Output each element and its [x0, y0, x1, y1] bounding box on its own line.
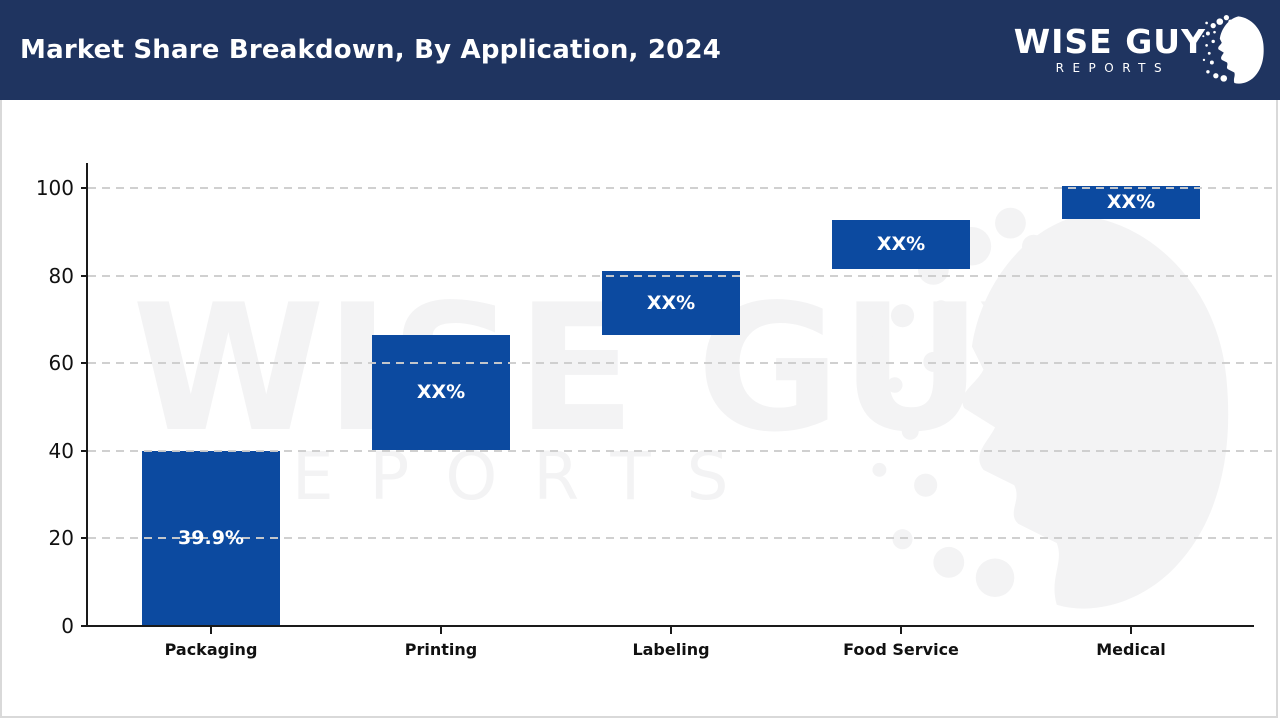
- x-category-label-printing: Printing: [404, 640, 478, 659]
- y-axis-tick-label: 40: [48, 438, 74, 463]
- gridline-80: [88, 274, 1274, 277]
- x-axis-tick: [440, 627, 442, 634]
- y-axis-tick: [81, 274, 88, 277]
- gridline-100: [88, 187, 1274, 189]
- x-category-label-medical: Medical: [1096, 640, 1166, 659]
- y-axis-tick: [81, 449, 88, 452]
- wise-guy-reports-logo: WISE GUY REPORTS: [1014, 8, 1266, 92]
- watermark-subtext: REPORTS: [210, 438, 765, 515]
- gridline-40: [88, 449, 1274, 452]
- x-category-label-labeling: Labeling: [632, 640, 710, 659]
- logo-text-block: WISE GUY REPORTS: [1014, 25, 1206, 75]
- y-axis-tick: [81, 537, 88, 540]
- logo-wordmark: WISE GUY: [1013, 22, 1206, 62]
- bar-food-service: [832, 220, 970, 269]
- y-axis-tick: [81, 187, 88, 189]
- y-axis-tick: [81, 362, 88, 365]
- x-axis-spine: [86, 625, 1254, 627]
- header-banner: Market Share Breakdown, By Application, …: [0, 0, 1280, 100]
- bar-value-label-medical: XX%: [1106, 191, 1156, 214]
- bar-printing: [372, 334, 510, 450]
- y-axis-tick-label: 20: [48, 526, 74, 551]
- gridline-20: [88, 537, 1274, 540]
- y-axis-tick-label: 100: [35, 176, 74, 200]
- y-axis-tick-label: 0: [61, 614, 74, 638]
- x-axis-tick: [900, 627, 902, 634]
- x-category-label-food-service: Food Service: [843, 640, 959, 659]
- bar-value-label-printing: XX%: [416, 381, 466, 404]
- x-axis-tick: [670, 627, 672, 634]
- y-axis-tick: [81, 625, 88, 627]
- y-axis-spine: [86, 163, 88, 627]
- bar-value-label-food-service: XX%: [876, 233, 926, 256]
- y-axis-tick-label: 80: [48, 263, 74, 288]
- logo-face-icon: [1202, 15, 1264, 84]
- chart-title: Market Share Breakdown, By Application, …: [20, 35, 722, 65]
- bar-medical: [1062, 185, 1200, 219]
- bar-value-label-packaging: 39.9%: [178, 527, 244, 550]
- gridline-60: [88, 362, 1274, 365]
- bar-labeling: [602, 270, 740, 335]
- bar-value-label-labeling: XX%: [646, 291, 696, 314]
- x-axis-tick: [1130, 627, 1132, 634]
- logo-subtext: REPORTS: [1055, 60, 1171, 75]
- x-category-label-packaging: Packaging: [164, 640, 258, 659]
- y-axis-tick-label: 60: [48, 351, 74, 376]
- x-axis-tick: [210, 627, 212, 634]
